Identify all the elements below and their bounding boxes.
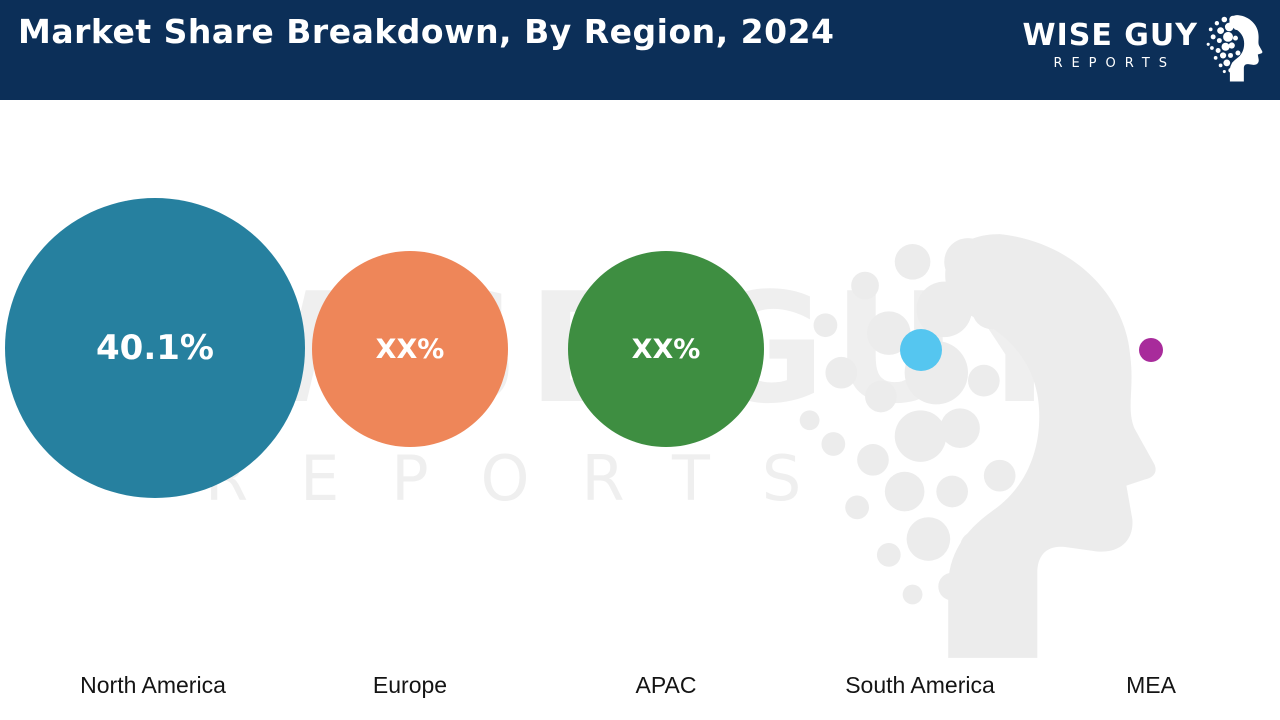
logo-wordmark-line1: WISE GUY — [1022, 18, 1198, 53]
watermark-head-icon — [770, 222, 1166, 666]
wiseguy-logo: WISE GUY REPORTS — [1022, 10, 1264, 84]
category-label-europe: Europe — [372, 672, 448, 698]
page-title: Market Share Breakdown, By Region, 2024 — [18, 12, 835, 51]
category-label-apac: APAC — [635, 672, 697, 698]
category-label-mea: MEA — [1126, 672, 1176, 698]
head-profile-icon — [1202, 12, 1264, 84]
category-label-south-america: South America — [845, 672, 995, 698]
bubble-mea — [1139, 338, 1163, 362]
watermark-line2: REPORTS — [205, 442, 854, 515]
bubble-europe: XX% — [312, 251, 508, 447]
bubble-value-apac: XX% — [631, 333, 701, 365]
bubble-value-europe: XX% — [375, 333, 445, 365]
bubble-chart: WISE GUY REPORTS 40.1% XX% XX% North Ame… — [0, 100, 1280, 720]
bubble-south-america — [900, 329, 942, 371]
bubble-apac: XX% — [568, 251, 764, 447]
header-bar: Market Share Breakdown, By Region, 2024 … — [0, 0, 1280, 100]
bubble-value-north-america: 40.1% — [96, 328, 214, 368]
bubble-north-america: 40.1% — [5, 198, 305, 498]
logo-wordmark: WISE GUY REPORTS — [1022, 20, 1198, 71]
logo-wordmark-line2: REPORTS — [1053, 55, 1177, 71]
category-label-north-america: North America — [80, 672, 226, 698]
